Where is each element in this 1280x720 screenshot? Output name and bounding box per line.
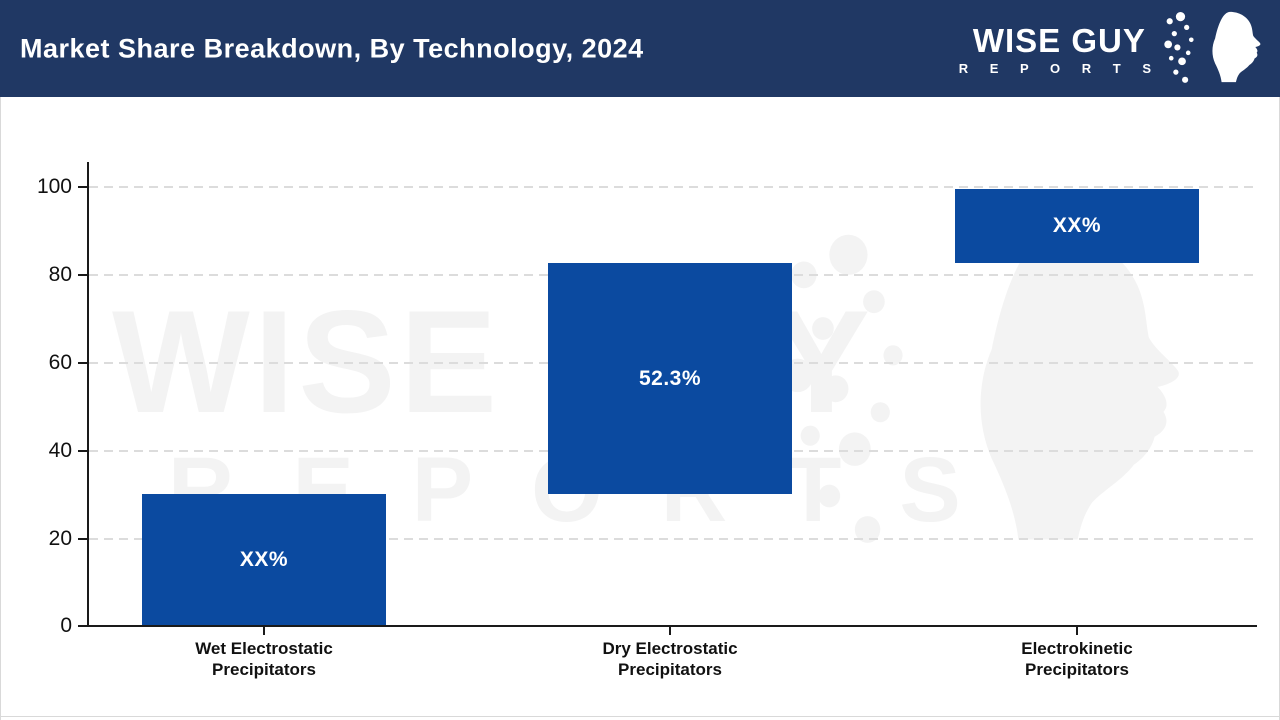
bar-electrokinetic-precipitators: XX% xyxy=(955,189,1199,263)
page-border-bottom xyxy=(0,716,1280,717)
y-axis-line xyxy=(87,162,89,627)
logo-primary-text: WISE GUY xyxy=(972,21,1146,59)
x-category-label: Wet Electrostatic Precipitators xyxy=(104,638,424,680)
x-tick-mark xyxy=(669,627,671,635)
bar-wet-electrostatic-precipitators: XX% xyxy=(142,494,386,625)
y-tick-label: 0 xyxy=(60,614,72,637)
bar-dry-electrostatic-precipitators: 52.3% xyxy=(548,263,792,494)
header-bar: Market Share Breakdown, By Technology, 2… xyxy=(0,0,1280,97)
y-tick-mark xyxy=(78,186,88,188)
x-category-line2: Precipitators xyxy=(1025,660,1129,679)
y-tick-label: 20 xyxy=(48,527,72,550)
bar-value-label: 52.3% xyxy=(638,366,702,390)
gridline-20 xyxy=(89,538,1256,540)
x-category-label: Electrokinetic Precipitators xyxy=(917,638,1237,680)
logo-wordmark: WISE GUY R E P O R T S xyxy=(958,21,1160,76)
y-tick-label: 100 xyxy=(36,175,72,198)
y-tick-mark xyxy=(78,274,88,276)
page-title: Market Share Breakdown, By Technology, 2… xyxy=(20,33,644,63)
x-category-label: Dry Electrostatic Precipitators xyxy=(510,638,830,680)
x-category-line2: Precipitators xyxy=(618,660,722,679)
logo-secondary-text: R E P O R T S xyxy=(958,60,1160,76)
x-tick-mark xyxy=(1076,627,1078,635)
y-tick-label: 40 xyxy=(48,439,72,462)
y-tick-mark xyxy=(78,450,88,452)
y-tick-mark xyxy=(78,625,88,627)
logo-face-icon xyxy=(1164,11,1261,83)
y-tick-mark xyxy=(78,538,88,540)
x-category-line1: Electrokinetic xyxy=(1021,639,1133,658)
x-category-line2: Precipitators xyxy=(212,660,316,679)
bar-value-label: XX% xyxy=(1052,214,1102,237)
watermark-face-icon xyxy=(781,234,1179,543)
gridline-100 xyxy=(89,186,1256,188)
y-tick-label: 80 xyxy=(48,263,72,286)
page-border-left xyxy=(0,97,1,720)
y-tick-label: 60 xyxy=(48,351,72,374)
x-category-line1: Wet Electrostatic xyxy=(195,639,333,658)
x-axis-line xyxy=(87,625,1257,627)
x-tick-mark xyxy=(263,627,265,635)
bar-value-label: XX% xyxy=(239,547,289,571)
x-category-line1: Dry Electrostatic xyxy=(602,639,738,658)
brand-logo: WISE GUY R E P O R T S xyxy=(959,8,1266,90)
y-tick-mark xyxy=(78,362,88,364)
